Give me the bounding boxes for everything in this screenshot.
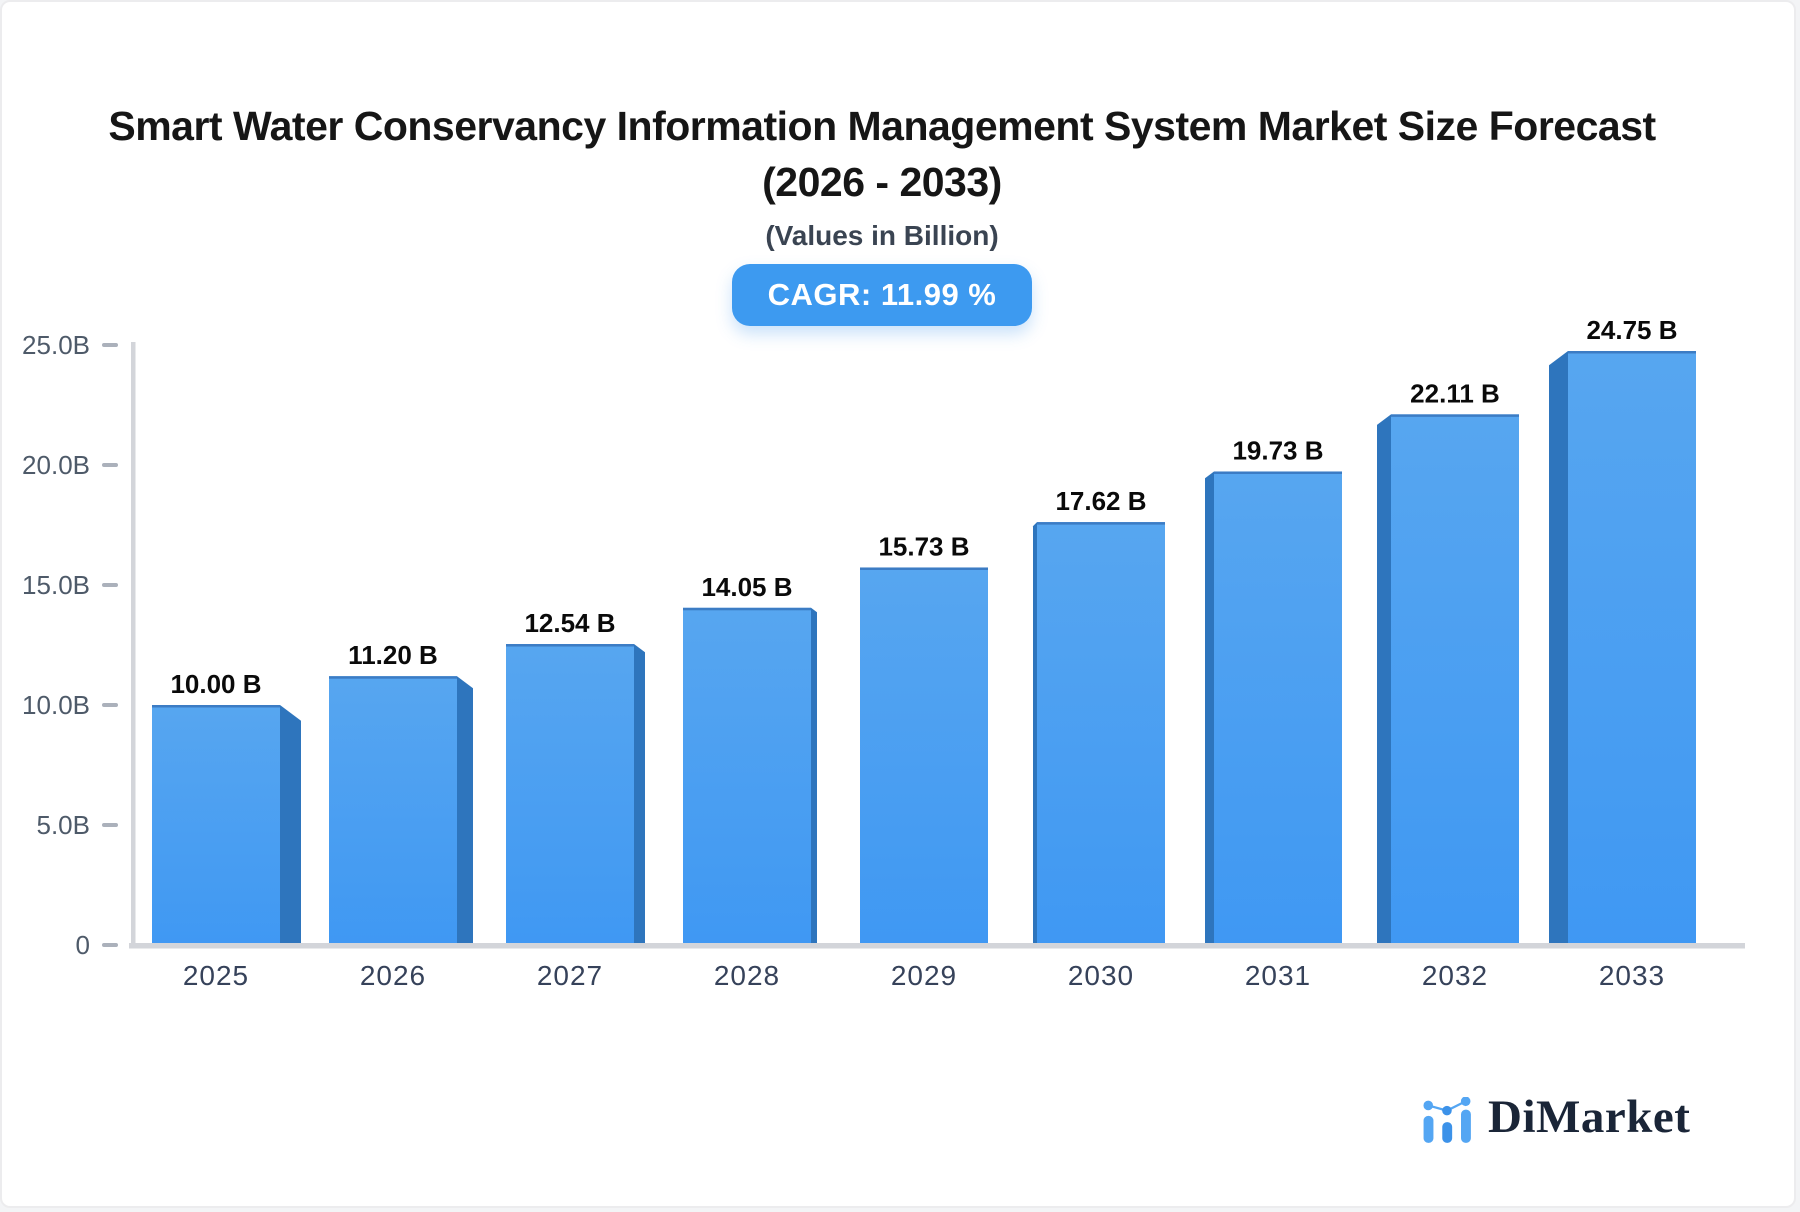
y-tick-label-0: 0: [76, 930, 90, 960]
y-tick-dash-25.0B: [102, 343, 118, 347]
logo-dot: [1442, 1105, 1452, 1116]
dimarket-logo-text: DiMarket: [1488, 1091, 1691, 1143]
bar-2028[interactable]: [683, 607, 811, 948]
x-tick-label-2027: 2027: [537, 960, 603, 991]
bar-top-edge-2030: [1037, 522, 1165, 525]
bar-2029[interactable]: [860, 567, 988, 948]
logo-bar: [1423, 1115, 1434, 1143]
y-tick-dash-20.0B: [102, 463, 118, 467]
dimarket-logo[interactable]: DiMarket: [1422, 1094, 1690, 1143]
value-label-2025: 10.00 B: [170, 669, 261, 699]
value-label-2029: 15.73 B: [878, 531, 969, 561]
x-tick-label-2033: 2033: [1599, 960, 1665, 991]
bar-top-edge-2028: [683, 607, 811, 611]
bar-side-2025: [280, 705, 301, 948]
value-label-2030: 17.62 B: [1055, 486, 1146, 516]
x-axis-line: [129, 943, 1745, 949]
bar-side-2032: [1377, 414, 1391, 948]
y-tick-label-20.0B: 20.0B: [22, 450, 90, 480]
x-tick-label-2029: 2029: [891, 960, 957, 991]
value-label-2028: 14.05 B: [701, 572, 792, 602]
x-tick-label-2030: 2030: [1068, 960, 1134, 991]
x-tick-label-2031: 2031: [1245, 960, 1311, 991]
bar-side-2031: [1205, 471, 1214, 948]
bar-top-edge-2025: [152, 705, 280, 708]
bar-top-edge-2031: [1214, 471, 1342, 474]
bar-2030[interactable]: [1037, 522, 1165, 948]
chart-header: Smart Water Conservancy Information Mana…: [2, 2, 1762, 326]
value-label-2031: 19.73 B: [1232, 435, 1323, 465]
cagr-badge-row: CAGR: 11.99 %: [2, 264, 1762, 326]
bar-2032[interactable]: [1391, 414, 1519, 948]
chart-title-line2: (2026 - 2033): [762, 159, 1002, 205]
y-tick-label-10.0B: 10.0B: [22, 690, 90, 720]
y-tick-dash-5.0B: [102, 823, 118, 827]
dimarket-logo-icon: [1423, 1097, 1471, 1143]
bar-side-2028: [811, 607, 817, 948]
bar-2026[interactable]: [329, 676, 457, 948]
bar-2025[interactable]: [152, 705, 280, 948]
x-tick-label-2028: 2028: [714, 960, 780, 991]
bar-2033[interactable]: [1568, 351, 1696, 948]
bar-top-edge-2027: [506, 644, 634, 647]
value-label-2032: 22.11 B: [1410, 378, 1500, 408]
y-tick-dash-0: [102, 943, 118, 947]
value-label-2026: 11.20 B: [348, 640, 438, 670]
y-tick-label-5.0B: 5.0B: [37, 810, 91, 840]
y-tick-label-25.0B: 25.0B: [22, 330, 90, 360]
value-label-2027: 12.54 B: [524, 608, 615, 638]
logo-bar: [1442, 1122, 1453, 1143]
y-tick-label-15.0B: 15.0B: [22, 570, 90, 600]
bar-top-edge-2032: [1391, 414, 1519, 417]
bar-side-2026: [457, 676, 473, 948]
x-tick-label-2026: 2026: [360, 960, 426, 991]
bar-top-edge-2033: [1568, 351, 1696, 354]
chart-title: Smart Water Conservancy Information Mana…: [2, 98, 1762, 210]
x-tick-label-2032: 2032: [1422, 960, 1488, 991]
y-tick-dash-15.0B: [102, 583, 118, 587]
bar-top-edge-2026: [329, 676, 457, 679]
x-tick-label-2025: 2025: [183, 960, 249, 991]
logo-dot: [1460, 1097, 1471, 1107]
bar-2031[interactable]: [1214, 471, 1342, 948]
chart-title-line1: Smart Water Conservancy Information Mana…: [108, 103, 1656, 149]
bar-side-2027: [634, 644, 645, 948]
bar-2027[interactable]: [506, 644, 634, 948]
bar-side-2030: [1033, 522, 1037, 948]
bar-top-edge-2029: [860, 567, 988, 570]
logo-bar: [1461, 1109, 1471, 1143]
bar-side-2033: [1549, 351, 1568, 948]
chart-subtitle: (Values in Billion): [765, 220, 999, 251]
logo-dot: [1423, 1100, 1434, 1111]
y-axis-line: [131, 342, 136, 948]
y-tick-dash-10.0B: [102, 703, 118, 707]
value-label-2033: 24.75 B: [1586, 315, 1677, 345]
cagr-badge: CAGR: 11.99 %: [731, 264, 1033, 326]
